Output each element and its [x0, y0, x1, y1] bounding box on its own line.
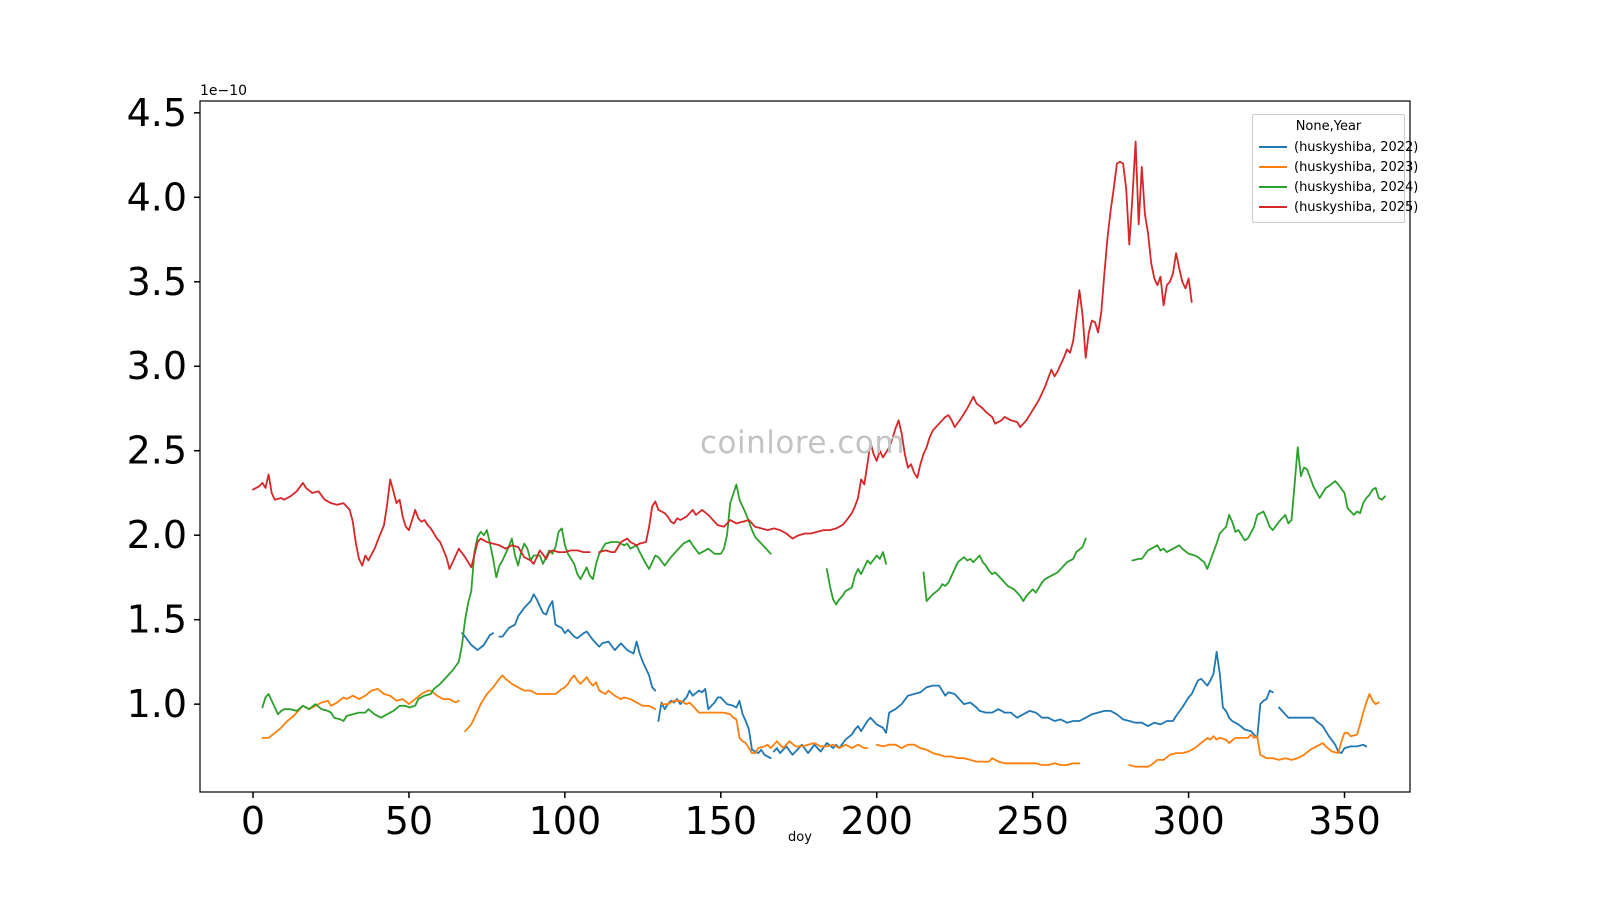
x-tick-label: 100 [529, 799, 602, 843]
series-line-huskyshiba-2023 [660, 699, 869, 754]
series-line-huskyshiba-2022 [657, 688, 772, 760]
legend-line-swatch [1259, 206, 1287, 208]
x-tick-label: 250 [996, 799, 1069, 843]
legend-line-swatch [1259, 186, 1287, 188]
x-tick-label: 300 [1152, 799, 1225, 843]
series-line-huskyshiba-2024 [825, 551, 887, 606]
series-line-huskyshiba-2025 [598, 140, 1193, 553]
legend-title: None,Year [1295, 119, 1362, 134]
series-line-huskyshiba-2023 [875, 743, 1081, 766]
legend-item: (huskyshiba, 2022) [1259, 137, 1418, 157]
legend-line-swatch [1259, 166, 1287, 168]
series-line-huskyshiba-2022 [772, 650, 1274, 756]
y-tick-label: 2.0 [127, 513, 187, 557]
watermark: coinlore.com [700, 425, 906, 461]
legend: None,Year (huskyshiba, 2022) (huskyshiba,… [1252, 114, 1418, 223]
y-tick-label: 1.5 [127, 598, 187, 642]
y-tick-label: 2.5 [127, 429, 187, 473]
y-tick-label: 4.5 [127, 91, 187, 135]
legend-item-label: (huskyshiba, 2022) [1294, 139, 1419, 155]
y-tick-label: 3.0 [127, 344, 187, 388]
series-line-huskyshiba-2023 [261, 688, 460, 739]
legend-item: (huskyshiba, 2023) [1259, 157, 1418, 177]
x-tick-label: 0 [241, 799, 265, 843]
y-tick-label: 4.0 [127, 175, 187, 219]
y-tick-label: 1.0 [127, 682, 187, 726]
x-tick-label: 350 [1308, 799, 1381, 843]
series-line-huskyshiba-2023 [1128, 693, 1380, 768]
series-line-huskyshiba-2024 [922, 537, 1087, 602]
series-line-huskyshiba-2025 [252, 473, 591, 570]
axes-spines [199, 100, 1411, 793]
series-line-huskyshiba-2022 [1278, 706, 1368, 754]
series-line-huskyshiba-2022 [498, 593, 657, 692]
series-line-huskyshiba-2022 [461, 632, 495, 651]
y-tick-label: 3.5 [127, 260, 187, 304]
x-axis-label: doy [788, 830, 812, 845]
x-tick-label: 150 [685, 799, 758, 843]
legend-item: (huskyshiba, 2025) [1259, 197, 1418, 217]
legend-item: (huskyshiba, 2024) [1259, 177, 1418, 197]
series-line-huskyshiba-2024 [1131, 446, 1386, 570]
legend-line-swatch [1259, 146, 1287, 148]
x-tick-label: 50 [385, 799, 433, 843]
legend-item-label: (huskyshiba, 2025) [1294, 199, 1419, 215]
legend-item-label: (huskyshiba, 2023) [1294, 159, 1419, 175]
legend-item-label: (huskyshiba, 2024) [1294, 179, 1419, 195]
series-line-huskyshiba-2023 [464, 674, 657, 733]
y-axis-offset-label: 1e−10 [200, 83, 247, 99]
x-tick-label: 200 [840, 799, 913, 843]
